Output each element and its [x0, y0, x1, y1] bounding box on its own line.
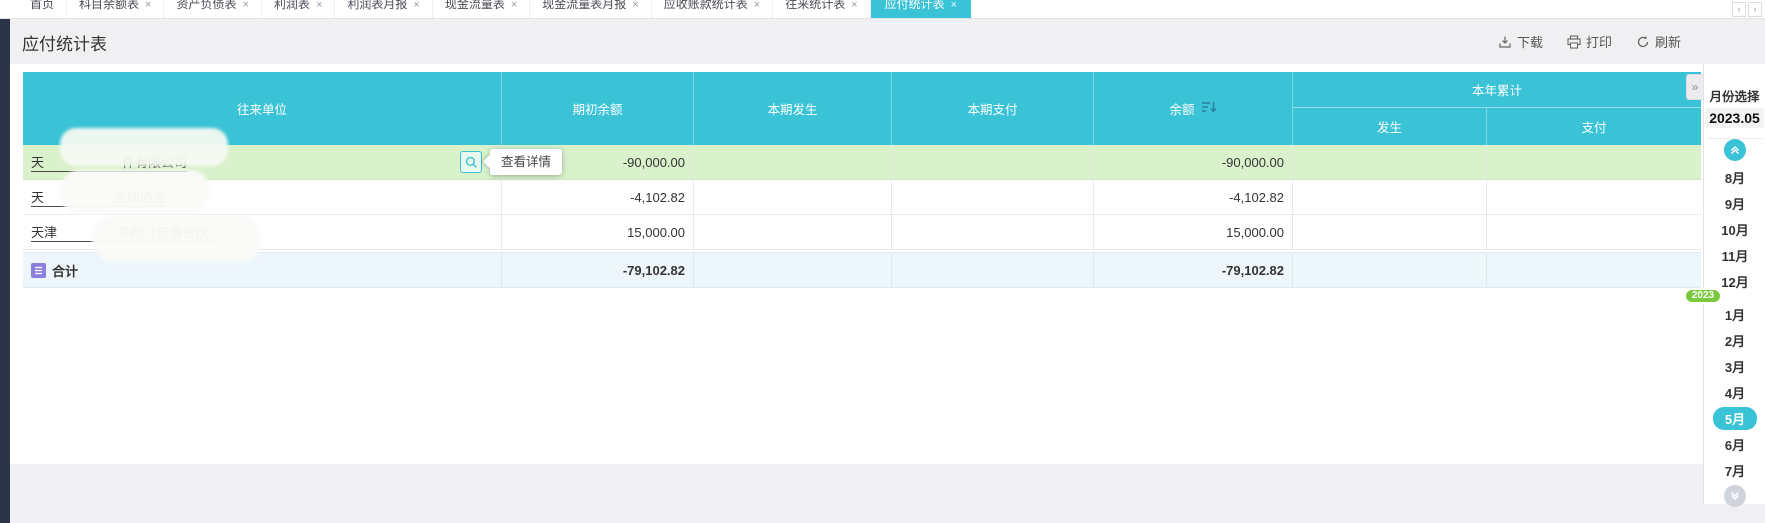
tab-close-icon[interactable]: × [753, 0, 761, 11]
total-year-occurred-cell [1293, 253, 1487, 287]
tab-scroll-right-button[interactable]: › [1748, 2, 1762, 17]
scroll-months-up-button[interactable] [1724, 139, 1746, 161]
month-item[interactable]: 11月 [1721, 248, 1749, 264]
month-item[interactable]: 4月 [1724, 385, 1746, 401]
opening-balance-cell: -4,102.82 [502, 180, 694, 215]
tab-item[interactable]: 现金流量表月报 × [530, 0, 652, 18]
download-icon [1498, 35, 1512, 49]
table-row[interactable]: 天件有限公司 -90,000.00 -90,000.00 [23, 145, 1701, 180]
month-item[interactable]: 5月 [1704, 405, 1765, 431]
year-occurred-cell [1293, 215, 1487, 250]
year-occurred-cell [1293, 145, 1487, 180]
month-item[interactable]: 12月 [1721, 274, 1749, 290]
month-item[interactable]: 1月 [1724, 307, 1746, 323]
current-occurred-cell [694, 145, 892, 180]
balance-cell: 15,000.00 [1094, 215, 1293, 250]
col-header-unit[interactable]: 往来单位 [23, 72, 502, 145]
month-item[interactable]: 10月 [1721, 222, 1749, 238]
tab-item[interactable]: 资产负债表 × [164, 0, 262, 18]
month-item[interactable]: 2月 [1724, 333, 1746, 349]
sidebar-collapse-button[interactable]: » [1686, 74, 1703, 100]
sort-descending-icon[interactable] [1201, 100, 1217, 118]
year-paid-cell [1487, 145, 1701, 180]
tab-scroll-buttons: ‹ › [1732, 2, 1762, 17]
total-opening-cell: -79,102.82 [502, 253, 694, 287]
year-paid-cell [1487, 180, 1701, 215]
summary-icon [31, 262, 46, 278]
table-row[interactable]: 天务师协会 -4,102.82 -4,102.82 [23, 180, 1701, 215]
col-header-current-occurred[interactable]: 本期发生 [694, 72, 892, 145]
refresh-button[interactable]: 刷新 [1636, 32, 1681, 51]
col-header-year-total: 本年累计 [1293, 72, 1701, 108]
print-button[interactable]: 打印 [1567, 32, 1612, 51]
current-occurred-cell [694, 180, 892, 215]
page-title: 应付统计表 [22, 35, 107, 54]
scroll-months-down-button[interactable] [1724, 485, 1746, 507]
tab-close-icon[interactable]: × [510, 0, 518, 11]
tab-item[interactable]: 往来统计表 × [773, 0, 871, 18]
col-header-current-paid[interactable]: 本期支付 [892, 72, 1094, 145]
month-list: 8月 9月 10月 11月 12月 1月 2月 3月 4月 5月 6月 7月 [1704, 164, 1765, 483]
left-nav-rail[interactable] [0, 19, 10, 523]
table-header: 往来单位 期初余额 本期发生 本期支付 余额 本年累计 发生 支付 [23, 72, 1701, 145]
censor-blur [60, 128, 228, 166]
printer-icon [1567, 34, 1581, 49]
month-sidebar: 月份选择 2023.05 8月 9月 10月 11月 12月 1月 2月 3月 4月 5月 6月 7月 [1703, 64, 1765, 507]
tab-item[interactable]: 现金流量表 × [433, 0, 531, 18]
tab-close-icon[interactable]: × [950, 0, 958, 11]
tab-close-icon[interactable]: × [315, 0, 323, 11]
sidebar-divider [1708, 138, 1762, 139]
month-item[interactable]: 9月 [1724, 196, 1746, 212]
tab-bar: 首页 科目余额表 × 资产负债表 × 利润表 × 利润表月报 × 现金流量表 × 现金流量表月报 × 应收… [0, 0, 1765, 19]
view-detail-magnifier-icon[interactable] [460, 151, 482, 173]
tab-active[interactable]: 应付统计表 × [870, 0, 972, 18]
tab-item[interactable]: 应收账款统计表 × [652, 0, 774, 18]
tab-close-icon[interactable]: × [242, 0, 249, 11]
tab-scroll-left-button[interactable]: ‹ [1732, 2, 1746, 17]
report-toolbar: 下载 打印 刷新 [1498, 32, 1681, 51]
month-item[interactable]: 8月 [1724, 170, 1746, 186]
current-paid-cell [892, 145, 1094, 180]
balance-cell: -90,000.00 [1094, 145, 1293, 180]
view-detail-tooltip[interactable]: 查看详情 [490, 149, 563, 175]
total-label-cell: 合计 [23, 253, 502, 287]
censor-blur [92, 216, 262, 262]
col-header-opening-balance[interactable]: 期初余额 [502, 72, 694, 145]
table-row[interactable]: 天津务所（普通合伙） 15,000.00 15,000.00 [23, 215, 1701, 250]
download-button[interactable]: 下载 [1498, 32, 1543, 51]
current-paid-cell [892, 215, 1094, 250]
opening-balance-cell: 15,000.00 [502, 215, 694, 250]
tab-close-icon[interactable]: × [413, 0, 420, 11]
total-current-paid-cell [892, 253, 1094, 287]
refresh-icon [1636, 35, 1650, 49]
month-item[interactable]: 3月 [1724, 359, 1746, 375]
total-balance-cell: -79,102.82 [1094, 253, 1293, 287]
month-item[interactable]: 7月 [1724, 463, 1746, 479]
balance-cell: -4,102.82 [1094, 180, 1293, 215]
month-picker-title: 月份选择 [1709, 90, 1760, 104]
censor-blur [60, 170, 210, 214]
tab-item[interactable]: 利润表月报 × [335, 0, 433, 18]
col-header-year-occurred[interactable]: 发生 [1293, 108, 1487, 145]
total-year-paid-cell [1487, 253, 1701, 287]
month-item[interactable]: 6月 [1724, 437, 1746, 453]
tab-close-icon[interactable]: × [851, 0, 858, 11]
year-occurred-cell [1293, 180, 1487, 215]
total-row: 合计 -79,102.82 -79,102.82 [23, 252, 1701, 288]
current-period: 2023.05 [1704, 108, 1765, 128]
col-header-year-paid[interactable]: 支付 [1581, 121, 1607, 135]
tab-item[interactable]: 利润表 × [262, 0, 336, 18]
tab-close-icon[interactable]: × [145, 0, 152, 11]
tab-item[interactable]: 首页 [18, 0, 68, 18]
total-current-occurred-cell [694, 253, 892, 287]
current-occurred-cell [694, 215, 892, 250]
year-paid-cell [1487, 215, 1701, 250]
current-paid-cell [892, 180, 1094, 215]
tab-close-icon[interactable]: × [632, 0, 639, 11]
table-body: 天件有限公司 -90,000.00 -90,000.00 天务师协会 -4,10… [23, 145, 1701, 250]
year-badge: 2023 [1684, 288, 1722, 304]
col-header-balance[interactable]: 余额 [1094, 72, 1293, 145]
tab-item[interactable]: 科目余额表 × [67, 0, 165, 18]
